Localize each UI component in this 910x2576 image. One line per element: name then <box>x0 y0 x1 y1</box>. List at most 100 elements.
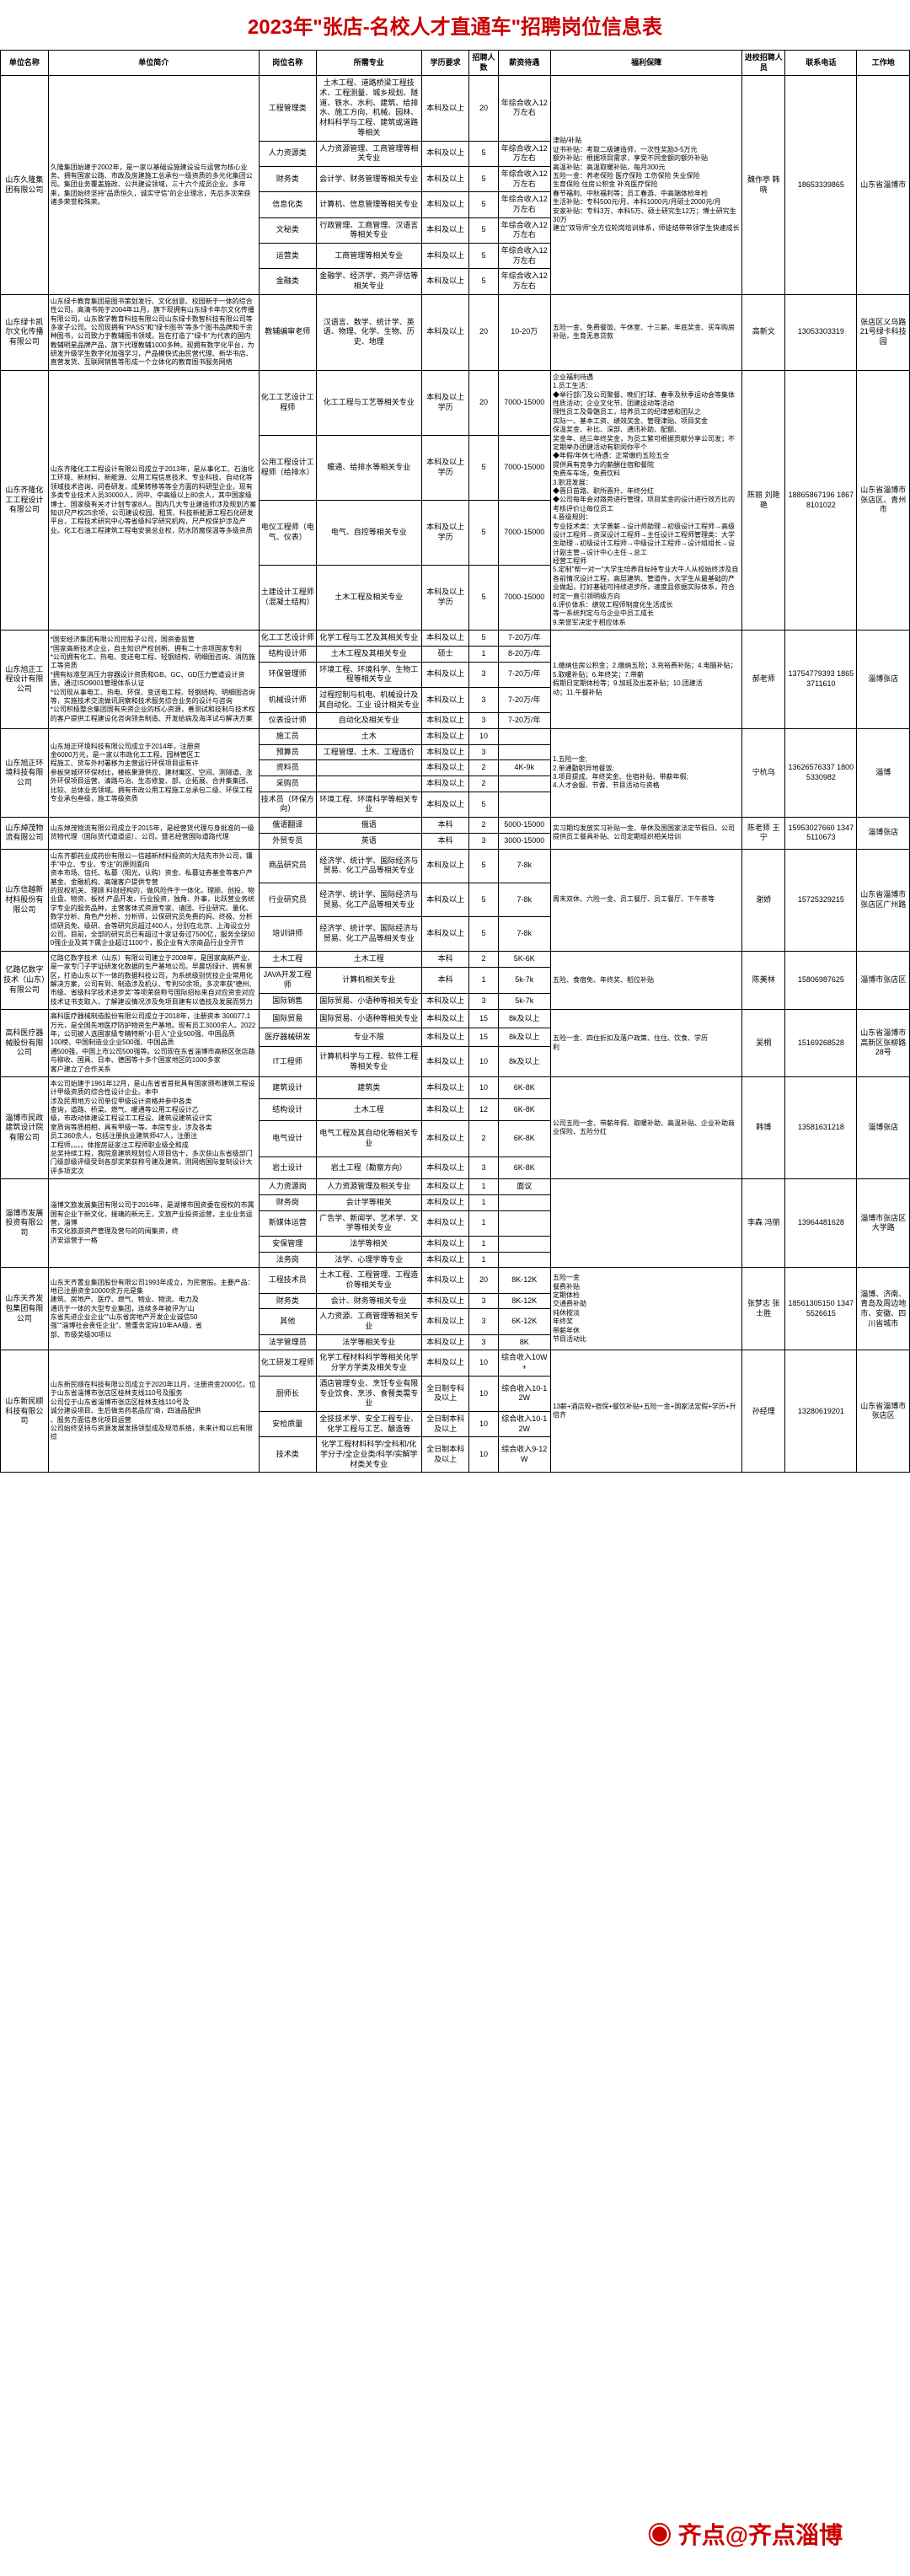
major-cell: 法学、心理学等专业 <box>316 1252 421 1268</box>
sal-cell: 7-20万/年 <box>498 687 550 712</box>
edu-cell: 本科及以上 <box>421 662 469 687</box>
sal-cell <box>498 1252 550 1268</box>
intro-cell: 高科医疗器械制造股份有限公司成立于2018年，注册资本 300077.1万元，是… <box>48 1010 259 1077</box>
edu-cell: 本科及以上学历 <box>421 370 469 435</box>
num-cell: 1 <box>469 967 498 993</box>
company-cell: 山东久隆集团有限公司 <box>1 76 49 294</box>
welfare-cell: 五险一金、四住折扣及落户政策、住住、饮食、学历利 <box>551 1010 742 1077</box>
sal-cell: 5000-15000 <box>498 818 550 834</box>
major-cell: 环境工程、环境科学等相关专业 <box>316 792 421 817</box>
pos-cell: 技术类 <box>259 1437 316 1473</box>
table-row: 山东齐隆化工工程设计有限公司山东齐隆化工工程设计有限公司成立于2013年，是从事… <box>1 370 910 435</box>
loc-cell: 山东省淄博市张店区、青州市 <box>857 370 910 630</box>
col-header: 进校招聘人员 <box>742 51 785 76</box>
sal-cell: 7000-15000 <box>498 370 550 435</box>
num-cell: 1 <box>469 646 498 662</box>
num-cell: 5 <box>469 141 498 166</box>
sal-cell: 7-8k <box>498 917 550 951</box>
intro-cell: 山东绿卡教育集团是图书策划发行、文化创意、校园新于一体的综合性公司。高清书苑于2… <box>48 294 259 370</box>
edu-cell: 本科及以上 <box>421 792 469 817</box>
major-cell: 金融学、经济学、资产评估等相关专业 <box>316 269 421 294</box>
edu-cell: 本科及以上 <box>421 269 469 294</box>
pos-cell: 电气设计 <box>259 1121 316 1157</box>
sal-cell: 8K-12K <box>498 1293 550 1309</box>
contact-cell: 韩博 <box>742 1076 785 1178</box>
major-cell: 计算机相关专业 <box>316 967 421 993</box>
pos-cell: 化工工艺设计师 <box>259 631 316 647</box>
major-cell: 全技技术学、安全工程专业、化学工程与工艺、酿造等 <box>316 1411 421 1436</box>
loc-cell: 张店区义乌路21号绿卡科技园 <box>857 294 910 370</box>
sal-cell: 8k及以上 <box>498 1047 550 1077</box>
pos-cell: 培训讲师 <box>259 917 316 951</box>
sal-cell: 7-8k <box>498 883 550 916</box>
intro-cell: 山东焯茂物流有限公司成立于2015年，是经营货代理与身批准的一级货物代理（国际货… <box>48 818 259 849</box>
pos-cell: 金融类 <box>259 269 316 294</box>
major-cell: 国际贸易、小语种等相关专业 <box>316 1010 421 1028</box>
major-cell: 自动化及相关专业 <box>316 713 421 729</box>
num-cell: 3 <box>469 662 498 687</box>
intro-cell: 本公司始建于1961年12月，是山东省省首批具有国家颁布建筑工程设计甲级资质的综… <box>48 1076 259 1178</box>
loc-cell: 山东省淄博市高新区张柳路28号 <box>857 1010 910 1077</box>
edu-cell: 本科及以上 <box>421 294 469 370</box>
edu-cell: 本科及以上 <box>421 631 469 647</box>
table-row: 淄博市民政建筑设计院有限公司本公司始建于1961年12月，是山东省省首批具有国家… <box>1 1076 910 1098</box>
major-cell: 经济学、统计学、国际经济与贸易、化工产品等相关专业 <box>316 917 421 951</box>
num-cell: 3 <box>469 713 498 729</box>
table-row: 山东新民顺科技有限公司山东新民顺在科技有限公司成立于2020年11月，注册资金2… <box>1 1350 910 1376</box>
edu-cell: 本科 <box>421 818 469 834</box>
edu-cell: 本科及以上 <box>421 1179 469 1195</box>
edu-cell: 全日制专科及以上 <box>421 1376 469 1411</box>
num-cell: 3 <box>469 1334 498 1350</box>
major-cell: 电气、自控等相关专业 <box>316 501 421 566</box>
pos-cell: 机械设计师 <box>259 687 316 712</box>
edu-cell: 本科及以上 <box>421 1076 469 1098</box>
pos-cell: 文秘类 <box>259 217 316 243</box>
tel-cell: 15169268528 <box>785 1010 857 1077</box>
sal-cell: 8k及以上 <box>498 1010 550 1028</box>
num-cell: 5 <box>469 917 498 951</box>
edu-cell: 本科 <box>421 833 469 849</box>
edu-cell: 本科及以上 <box>421 166 469 191</box>
sal-cell: 年综合收入12万左右 <box>498 269 550 294</box>
pos-cell: 厨师长 <box>259 1376 316 1411</box>
pos-cell: 采购员 <box>259 776 316 792</box>
contact-cell: 孙经理 <box>742 1350 785 1473</box>
pos-cell: 人力资源岗 <box>259 1179 316 1195</box>
sal-cell <box>498 744 550 760</box>
sal-cell: 7-20万/年 <box>498 662 550 687</box>
sal-cell: 8K <box>498 1334 550 1350</box>
job-table: 单位名称单位简介岗位名称所需专业学历要求招聘人数薪资待遇福利保障进校招聘人员联系… <box>0 50 910 1473</box>
tel-cell: 15953027660 13475110673 <box>785 818 857 849</box>
major-cell: 土木工程及其相关专业 <box>316 646 421 662</box>
major-cell: 英语 <box>316 833 421 849</box>
major-cell: 暖通、给排水等相关专业 <box>316 435 421 500</box>
major-cell <box>316 776 421 792</box>
company-cell: 淄博市发展投资有限公司 <box>1 1179 49 1268</box>
pos-cell: 财务类 <box>259 166 316 191</box>
major-cell: 会计学、财务管理等相关专业 <box>316 166 421 191</box>
edu-cell: 本科及以上 <box>421 883 469 916</box>
num-cell: 5 <box>469 435 498 500</box>
tel-cell: 15806987625 <box>785 951 857 1009</box>
edu-cell: 本科及以上 <box>421 1099 469 1121</box>
loc-cell: 山东省淄博市张店区 <box>857 1350 910 1473</box>
sal-cell: 综合收入10-12W <box>498 1411 550 1436</box>
contact-cell: 陈老师 王宁 <box>742 818 785 849</box>
edu-cell: 本科及以上学历 <box>421 435 469 500</box>
sal-cell: 6K-8K <box>498 1121 550 1157</box>
edu-cell: 本科 <box>421 967 469 993</box>
company-cell: 高科医疗器械股份有限公司 <box>1 1010 49 1077</box>
intro-cell: 山东齐都药业成药份有限公—信越新材料投资的大陆先市外公司，镶手"中立、专业、专注… <box>48 849 259 951</box>
col-header: 招聘人数 <box>469 51 498 76</box>
intro-cell: *国安经济集团有限公司控股子公司，国资委监管*国家高新技术企业，自主知识产权创新… <box>48 631 259 729</box>
major-cell: 法学等相关专业 <box>316 1334 421 1350</box>
pos-cell: 化工研发工程师 <box>259 1350 316 1376</box>
tel-cell: 18561305150 13475526615 <box>785 1268 857 1350</box>
major-cell: 经济学、统计学、国际经济与贸易、化工产品等相关专业 <box>316 849 421 883</box>
sal-cell: 综合收入10W+ <box>498 1350 550 1376</box>
edu-cell: 本科及以上学历 <box>421 566 469 631</box>
major-cell: 工商管理等相关专业 <box>316 244 421 269</box>
company-cell: 淄博市民政建筑设计院有限公司 <box>1 1076 49 1178</box>
loc-cell: 淄博张店 <box>857 1076 910 1178</box>
tel-cell: 18653339865 <box>785 76 857 294</box>
